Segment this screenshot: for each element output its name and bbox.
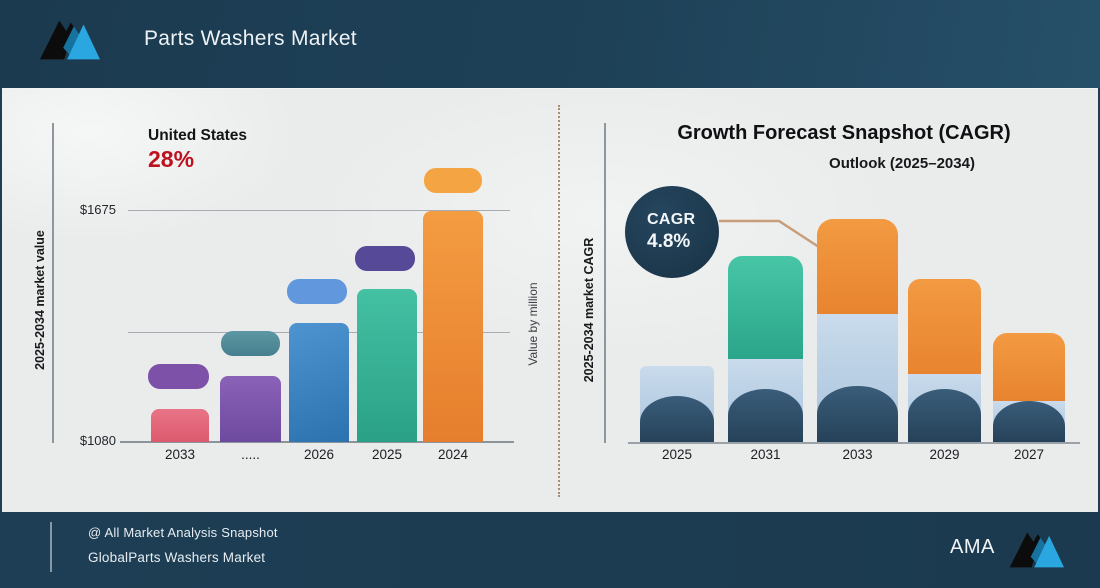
value-by-million-label: Value by million	[526, 282, 540, 366]
stacked-bar-2025	[640, 366, 714, 442]
cagr-badge-label: CAGR	[647, 211, 696, 228]
bar-segment-dome	[640, 396, 714, 442]
x-tick-label: .....	[241, 447, 260, 462]
x-tick-label: 2027	[1013, 447, 1045, 462]
header-bar: Parts Washers Market	[0, 0, 1100, 88]
right-chart-subtitle: Outlook (2025–2034)	[829, 155, 975, 172]
bar-.....	[220, 376, 281, 442]
x-tick-label: 2029	[929, 447, 960, 462]
footer-brand-text: AMA	[950, 536, 995, 558]
x-tick-label: 2025	[371, 447, 403, 462]
bar-2025	[357, 289, 417, 442]
bar-cap-2026	[287, 279, 347, 304]
cagr-badge: CAGR 4.8%	[625, 186, 719, 278]
x-tick-label: 2031	[750, 447, 781, 462]
bar-cap-2025	[355, 246, 415, 271]
left-ytick-top: $1675	[79, 202, 116, 217]
x-tick-label: 2025	[661, 447, 693, 462]
left-chart-heading: United States	[148, 127, 248, 144]
infographic-body: 2025-2034 market value United States 28%…	[2, 88, 1098, 512]
bar-segment-dome	[728, 389, 803, 442]
right-y-axis-label: 2025-2034 market CAGR	[582, 237, 596, 383]
right-chart-title: Growth Forecast Snapshot (CAGR)	[677, 122, 1011, 144]
bar-cap-.....	[221, 331, 280, 356]
stacked-bar-2029	[908, 279, 981, 442]
bar-cap-2033	[148, 364, 209, 389]
bar-segment-top	[817, 219, 898, 314]
x-tick-label: 2033	[164, 447, 196, 462]
cagr-badge-value: 4.8%	[647, 231, 691, 252]
stacked-bar-2027	[993, 333, 1065, 442]
left-chart-highlight: 28%	[148, 146, 195, 172]
footer-market-name: GlobalParts Washers Market	[88, 550, 266, 565]
left-y-axis-line	[52, 123, 54, 443]
left-ytick-bottom: $1080	[79, 433, 116, 448]
bar-segment-top	[908, 279, 981, 374]
bar-2026	[289, 323, 349, 442]
badge-connector-line	[719, 219, 826, 253]
bar-2024	[423, 211, 483, 442]
bar-2033	[151, 409, 209, 442]
ama-logo-footer-icon	[1009, 532, 1064, 568]
panel-divider	[558, 105, 560, 497]
ama-logo-icon	[39, 20, 100, 60]
x-tick-label: 2024	[437, 447, 469, 462]
bar-segment-dome	[993, 401, 1065, 442]
stacked-bar-2033	[817, 219, 898, 442]
x-tick-label: 2033	[842, 447, 873, 462]
bar-segment-top	[993, 333, 1065, 401]
right-x-axis-line	[628, 442, 1080, 444]
left-x-axis-line	[120, 441, 514, 443]
x-tick-label: 2026	[303, 447, 335, 462]
right-y-axis-line	[604, 123, 606, 443]
bar-cap-2024	[424, 168, 482, 193]
page-title: Parts Washers Market	[144, 27, 357, 50]
footer-divider-line	[50, 522, 52, 572]
footer-note: @ All Market Analysis Snapshot	[88, 525, 278, 540]
gridline-1675	[128, 210, 510, 211]
bar-segment-dome	[908, 389, 981, 442]
stacked-bar-2031	[728, 256, 803, 442]
bar-segment-dome	[817, 386, 898, 442]
footer-bar: @ All Market Analysis Snapshot GlobalPar…	[0, 512, 1100, 588]
bar-segment-top	[728, 256, 803, 359]
left-y-axis-label: 2025-2034 market value	[33, 230, 47, 370]
